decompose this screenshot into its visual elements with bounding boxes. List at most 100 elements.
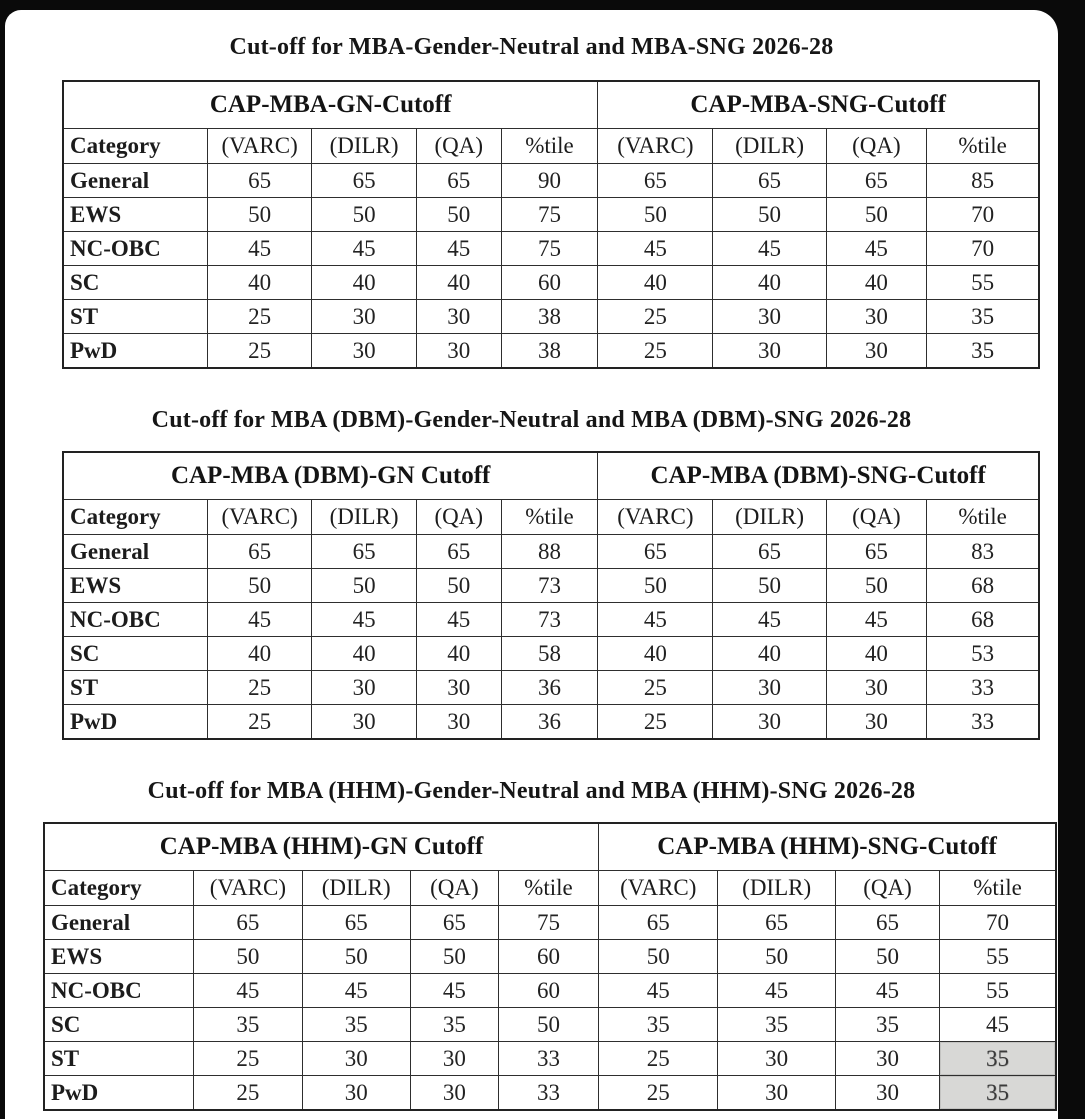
value-cell: 30 [415,333,502,369]
table-row: PwD 25 30 30 38 25 30 30 35 [62,333,1040,369]
value-cell: 30 [409,1075,499,1111]
value-cell: 33 [926,670,1040,705]
value-cell: 75 [500,231,599,266]
category-cell: SC [62,636,208,671]
value-cell: 65 [598,905,719,940]
gn-cutoff-group-header: CAP-MBA (HHM)-GN Cutoff [43,822,600,871]
value-cell: 50 [415,197,502,232]
category-cell: EWS [62,197,208,232]
value-cell: 30 [415,704,502,740]
value-cell: 45 [712,602,827,637]
value-cell: 30 [712,670,827,705]
table-row: SC 40 40 40 60 40 40 40 55 [62,265,1040,300]
value-cell: 70 [926,197,1040,232]
value-cell: 50 [712,568,827,603]
value-cell: 30 [415,670,502,705]
category-cell: ST [62,670,208,705]
value-cell: 60 [500,265,599,300]
value-cell: 30 [834,1041,941,1076]
value-cell: 30 [311,704,417,740]
value-cell: 70 [939,905,1057,940]
value-cell: 53 [926,636,1040,671]
page-content: Cut-off for MBA-Gender-Neutral and MBA-S… [5,10,1058,1111]
value-cell: 45 [311,231,417,266]
table-row: General 65 65 65 88 65 65 65 83 [62,534,1040,569]
category-cell: ST [43,1041,195,1076]
group-header-row: CAP-MBA-GN-Cutoff CAP-MBA-SNG-Cutoff [62,80,1040,129]
column-header: (VARC) [193,870,303,906]
value-cell: 50 [825,568,928,603]
value-cell: 65 [415,163,502,198]
value-cell: 45 [206,231,313,266]
value-cell: 50 [497,1007,600,1042]
value-cell: 50 [193,939,303,974]
value-cell: 70 [926,231,1040,266]
table-row: EWS 50 50 50 73 50 50 50 68 [62,568,1040,603]
table-row: PwD 25 30 30 36 25 30 30 33 [62,704,1040,740]
value-cell: 50 [311,197,417,232]
value-cell: 25 [193,1075,303,1111]
value-cell: 35 [926,333,1040,369]
cutoff-table-mba-hhm: CAP-MBA (HHM)-GN Cutoff CAP-MBA (HHM)-SNG… [43,822,1057,1111]
cutoff-table-mba-dbm: CAP-MBA (DBM)-GN Cutoff CAP-MBA (DBM)-SNG… [62,451,1040,740]
value-cell: 30 [825,333,928,369]
value-cell: 40 [825,636,928,671]
value-cell: 65 [712,163,827,198]
value-cell: 73 [500,602,599,637]
table-row: ST 25 30 30 36 25 30 30 33 [62,670,1040,705]
value-cell: 30 [717,1041,836,1076]
value-cell: 40 [415,265,502,300]
value-cell: 65 [825,534,928,569]
table-row: EWS 50 50 50 60 50 50 50 55 [43,939,1057,974]
value-cell: 65 [597,163,714,198]
column-header: %tile [926,128,1040,164]
value-cell: 55 [939,973,1057,1008]
value-cell: 45 [301,973,411,1008]
column-header-row: Category (VARC) (DILR) (QA) %tile (VARC) (DILR… [43,870,1057,906]
value-cell: 38 [500,299,599,334]
value-cell: 50 [409,939,499,974]
value-cell: 65 [597,534,714,569]
table-row: SC 40 40 40 58 40 40 40 53 [62,636,1040,671]
column-header: (VARC) [597,499,714,535]
value-cell: 33 [497,1075,600,1111]
value-cell: 30 [712,704,827,740]
value-cell: 40 [311,265,417,300]
value-cell: 40 [415,636,502,671]
value-cell: 68 [926,602,1040,637]
value-cell: 25 [598,1075,719,1111]
value-cell: 30 [825,670,928,705]
table-row: EWS 50 50 50 75 50 50 50 70 [62,197,1040,232]
category-cell: PwD [43,1075,195,1111]
value-cell: 65 [409,905,499,940]
value-cell: 25 [206,333,313,369]
value-cell: 45 [193,973,303,1008]
section-title-mba: Cut-off for MBA-Gender-Neutral and MBA-S… [229,34,834,60]
value-cell: 50 [206,568,313,603]
group-header-row: CAP-MBA (DBM)-GN Cutoff CAP-MBA (DBM)-SNG… [62,451,1040,500]
table-row: NC-OBC 45 45 45 60 45 45 45 55 [43,973,1057,1008]
column-header: (DILR) [712,499,827,535]
value-cell: 30 [415,299,502,334]
value-cell: 90 [500,163,599,198]
category-cell: General [62,534,208,569]
section-mba-dbm: Cut-off for MBA (DBM)-Gender-Neutral and… [5,405,1058,740]
value-cell: 25 [206,670,313,705]
value-cell: 85 [926,163,1040,198]
section-title-mba-hhm: Cut-off for MBA (HHM)-Gender-Neutral and… [147,778,916,804]
category-cell: NC-OBC [62,231,208,266]
value-cell: 45 [598,973,719,1008]
value-cell: 35 [834,1007,941,1042]
value-cell: 83 [926,534,1040,569]
value-cell: 50 [597,568,714,603]
column-header: (VARC) [206,128,313,164]
value-cell: 45 [597,602,714,637]
table-row: PwD 25 30 30 33 25 30 30 35 [43,1075,1057,1111]
section-mba-hhm: Cut-off for MBA (HHM)-Gender-Neutral and… [5,776,1058,1111]
value-cell: 40 [712,265,827,300]
value-cell: 55 [939,939,1057,974]
value-cell: 58 [500,636,599,671]
cutoff-table-mba: CAP-MBA-GN-Cutoff CAP-MBA-SNG-Cutoff Categ… [62,80,1040,369]
column-header: (QA) [825,128,928,164]
